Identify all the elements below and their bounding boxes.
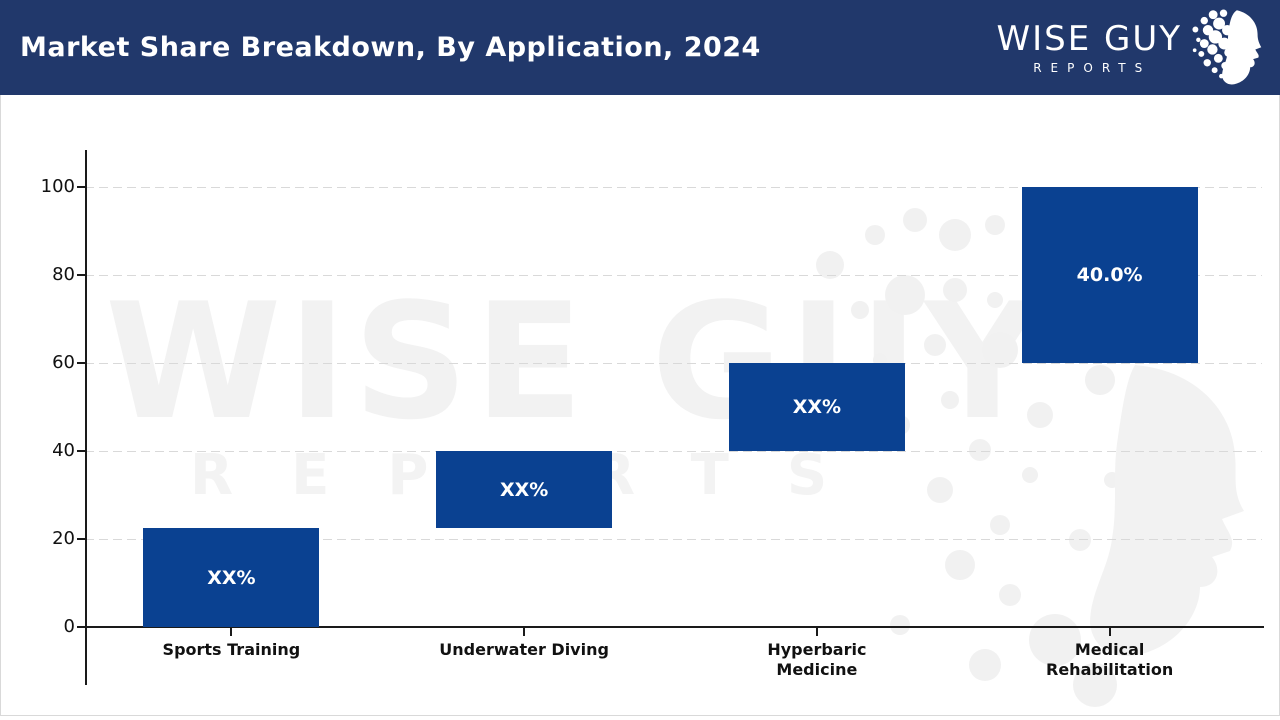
y-tick-mark <box>77 626 85 628</box>
y-tick-label: 40 <box>52 440 75 461</box>
y-tick-label: 100 <box>40 176 75 197</box>
gridline-40 <box>85 450 1262 452</box>
logo-wiseguy-label: WISE GUY <box>996 19 1182 60</box>
x-tick-mark <box>1108 628 1111 636</box>
bar-value-label: 40.0% <box>1076 264 1143 286</box>
bar-value-label: XX% <box>207 566 256 589</box>
bar-sports-training: XX% <box>143 528 320 627</box>
y-tick-label: 60 <box>52 352 75 373</box>
y-tick-mark <box>77 538 85 540</box>
figure-border-left <box>0 95 1 716</box>
y-tick-label: 0 <box>63 616 75 637</box>
page-title: Market Share Breakdown, By Application, … <box>20 32 761 63</box>
bar-underwater-diving: XX% <box>436 451 613 528</box>
y-tick-mark <box>77 362 85 364</box>
x-tick-mark <box>523 628 526 636</box>
x-category-label: Sports Training <box>162 640 301 659</box>
gridline-60 <box>85 362 1262 364</box>
gridline-100 <box>85 186 1262 188</box>
gridline-80 <box>85 274 1262 276</box>
wiseguy-logo: WISE GUY REPORTS <box>996 6 1262 90</box>
y-tick-mark <box>77 186 85 188</box>
chart-plot-area: XX% Sports Training XX% Underwater Diving XX… <box>0 95 1280 720</box>
y-tick-mark <box>77 274 85 276</box>
x-category-label: Medical Rehabilitation <box>1046 640 1174 679</box>
header-bar: Market Share Breakdown, By Application, … <box>0 0 1280 95</box>
x-tick-mark <box>815 628 818 636</box>
bar-value-label: XX% <box>792 396 842 418</box>
figure-border-bottom <box>0 715 1280 716</box>
y-tick-label: 20 <box>52 528 75 549</box>
x-axis-spine <box>85 626 1264 628</box>
bar-medical-rehabilitation: 40.0% <box>1021 187 1198 363</box>
bar-hyperbaric-medicine: XX% <box>728 363 905 451</box>
wiseguy-logo-text: WISE GUY REPORTS <box>996 19 1182 75</box>
logo-reports-label: REPORTS <box>1033 60 1152 75</box>
wiseguy-face-icon <box>1192 9 1262 85</box>
x-tick-mark <box>230 628 233 636</box>
watermark-dots-face <box>816 208 1244 707</box>
gridline-20 <box>85 538 1262 540</box>
x-category-label: Underwater Diving <box>439 640 609 659</box>
y-axis-spine <box>85 150 87 685</box>
y-tick-mark <box>77 450 85 452</box>
y-tick-label: 80 <box>52 264 75 285</box>
x-category-label: Hyperbaric Medicine <box>767 640 867 679</box>
bar-value-label: XX% <box>499 478 549 501</box>
